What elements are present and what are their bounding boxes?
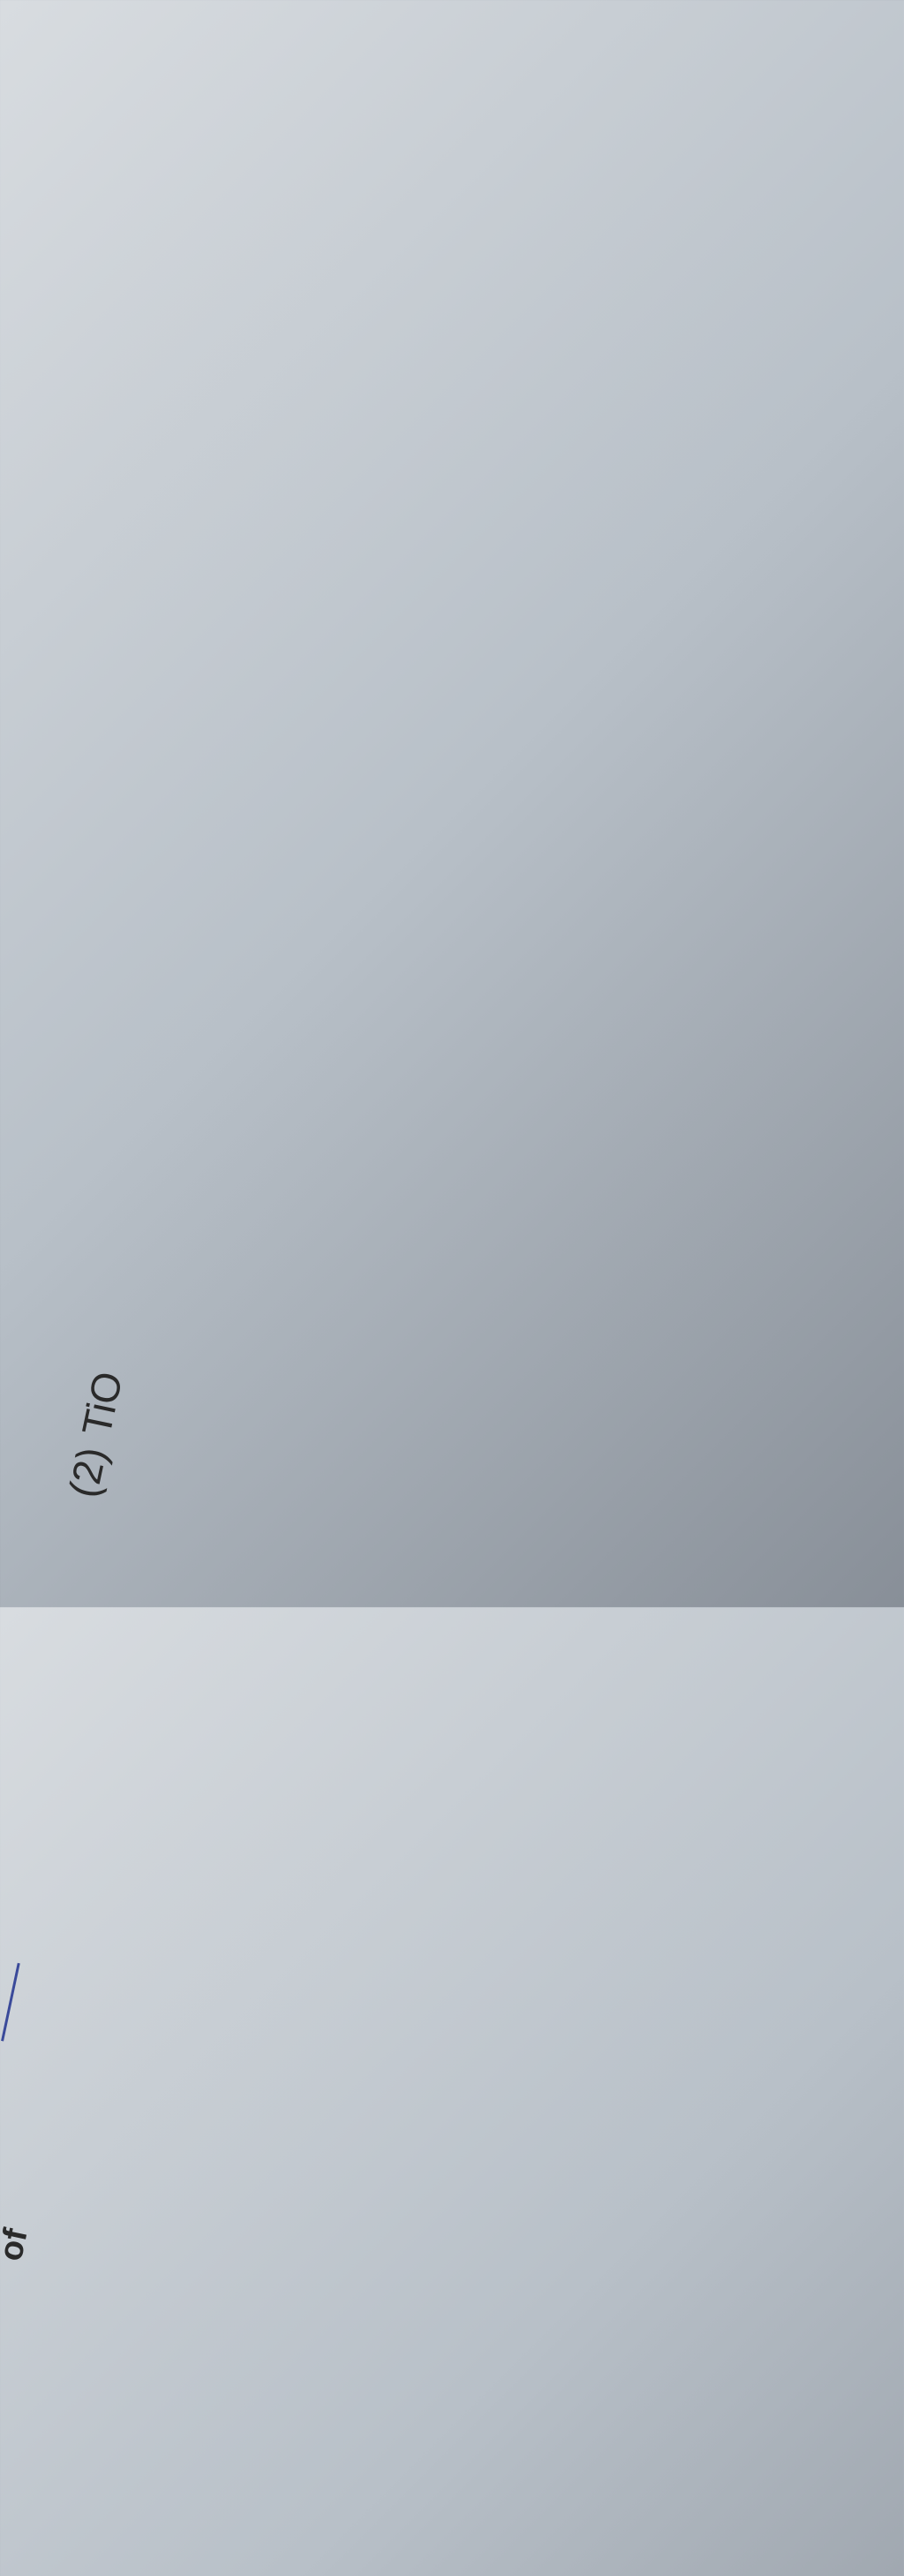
q56-opt1-text: ScO <box>0 1950 19 2041</box>
page-container: will of (4) At tan⁻¹ (1/3) with vertical… <box>0 730 904 2558</box>
content-area: will of (4) At tan⁻¹ (1/3) with vertical… <box>0 730 349 2254</box>
q56-opt2-num: (2) <box>51 1441 125 1503</box>
question-56: 56. Which among the following oxides is … <box>0 910 234 2180</box>
q56-opt2-text: TiO <box>64 1366 141 1442</box>
margin-text-of: of <box>0 2224 43 2266</box>
q56-option1: (1) ScO <box>0 1542 107 2103</box>
